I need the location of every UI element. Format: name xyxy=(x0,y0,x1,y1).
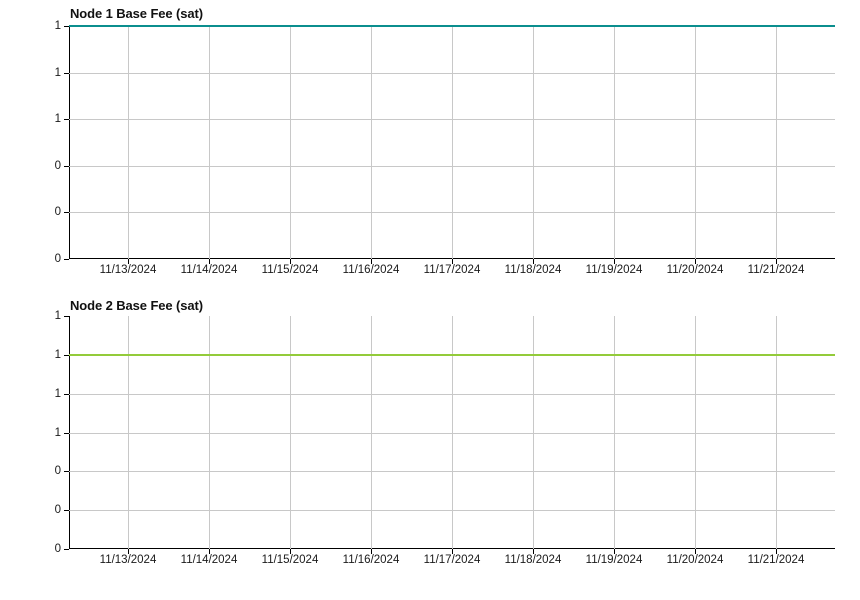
y-axis-tick xyxy=(64,393,69,395)
x-axis-tick-label-node-2-3: 11/16/2024 xyxy=(342,554,400,566)
data-series-line-node-2 xyxy=(69,353,835,356)
chart-title-node-1: Node 1 Base Fee (sat) xyxy=(70,6,204,21)
x-axis-tick-label-node-1-6: 11/19/2024 xyxy=(585,264,643,276)
x-axis-tick xyxy=(695,549,696,554)
y-axis-tick xyxy=(64,212,69,214)
gridline-vertical xyxy=(776,316,777,549)
x-axis-tick xyxy=(776,259,777,264)
x-axis-tick-label-node-2-1: 11/14/2024 xyxy=(180,554,238,566)
y-axis-line-node-1 xyxy=(69,26,70,259)
gridline-vertical xyxy=(533,316,534,549)
gridline-vertical xyxy=(452,26,453,259)
gridline-vertical xyxy=(533,26,534,259)
gridline-vertical xyxy=(452,316,453,549)
x-axis-tick-label-node-1-5: 11/18/2024 xyxy=(504,264,562,276)
x-axis-tick xyxy=(128,259,129,264)
y-axis-tick xyxy=(64,471,69,473)
y-axis-tick-label-node-2-0: 1 xyxy=(54,310,61,322)
gridline-vertical xyxy=(290,316,291,549)
y-axis-tick xyxy=(64,259,69,260)
y-axis-tick-label-node-2-2: 1 xyxy=(54,387,61,400)
y-axis-tick-label-node-2-1: 1 xyxy=(54,348,61,361)
x-axis-tick xyxy=(452,549,453,554)
y-axis-tick xyxy=(64,549,69,550)
y-axis-tick xyxy=(64,119,69,121)
y-axis-tick-label-node-1-0: 1 xyxy=(54,20,61,32)
y-axis-tick xyxy=(64,72,69,74)
x-axis-tick xyxy=(614,259,615,264)
y-axis-tick xyxy=(64,165,69,167)
x-axis-tick xyxy=(371,259,372,264)
gridline-vertical xyxy=(614,316,615,549)
x-axis-tick xyxy=(209,549,210,554)
gridline-vertical xyxy=(776,26,777,259)
y-axis-tick-label-node-2-6: 0 xyxy=(54,543,61,555)
gridline-vertical xyxy=(695,316,696,549)
chart-panel-node-1: Node 1 Base Fee (sat) 1 1 1 0 0 0 11/13/2024 11… xyxy=(0,0,860,290)
x-axis-tick xyxy=(209,259,210,264)
x-axis-tick-label-node-2-4: 11/17/2024 xyxy=(423,554,481,566)
x-axis-tick xyxy=(695,259,696,264)
gridline-vertical xyxy=(128,26,129,259)
x-axis-tick xyxy=(533,259,534,264)
gridline-vertical xyxy=(695,26,696,259)
x-axis-tick-label-node-2-0: 11/13/2024 xyxy=(99,554,157,566)
x-axis-tick-label-node-1-4: 11/17/2024 xyxy=(423,264,481,276)
x-axis-tick-label-node-1-3: 11/16/2024 xyxy=(342,264,400,276)
x-axis-tick-label-node-1-8: 11/21/2024 xyxy=(747,264,805,276)
x-axis-tick xyxy=(776,549,777,554)
plot-area-node-2: 1 1 1 1 0 0 0 11/13/2024 11/14/2024 11/15/2024 11/… xyxy=(55,310,835,566)
x-axis-tick-label-node-1-7: 11/20/2024 xyxy=(666,264,724,276)
y-axis-tick xyxy=(64,26,69,27)
data-series-line-node-1 xyxy=(69,25,835,27)
x-axis-tick-label-node-2-2: 11/15/2024 xyxy=(261,554,319,566)
y-axis-tick-label-node-2-5: 0 xyxy=(54,504,61,517)
x-axis-tick-label-node-2-7: 11/20/2024 xyxy=(666,554,724,566)
y-axis-tick-label-node-1-2: 1 xyxy=(54,113,61,126)
gridline-vertical xyxy=(209,316,210,549)
y-axis-tick xyxy=(64,354,69,356)
y-axis-tick xyxy=(64,316,69,317)
y-axis-tick-label-node-1-4: 0 xyxy=(54,206,61,219)
x-axis-tick xyxy=(452,259,453,264)
chart-title-node-2: Node 2 Base Fee (sat) xyxy=(70,298,204,313)
x-axis-tick xyxy=(533,549,534,554)
y-axis-tick-label-node-1-1: 1 xyxy=(54,66,61,79)
x-axis-tick-label-node-1-2: 11/15/2024 xyxy=(261,264,319,276)
x-axis-tick xyxy=(614,549,615,554)
y-axis-tick-label-node-2-3: 1 xyxy=(54,426,61,439)
y-axis-tick-label-node-1-5: 0 xyxy=(54,253,61,265)
x-axis-tick-label-node-1-0: 11/13/2024 xyxy=(99,264,157,276)
gridline-vertical xyxy=(371,316,372,549)
x-axis-tick-label-node-1-1: 11/14/2024 xyxy=(180,264,238,276)
x-axis-tick-label-node-2-5: 11/18/2024 xyxy=(504,554,562,566)
y-axis-tick-label-node-1-3: 0 xyxy=(54,159,61,172)
gridline-vertical xyxy=(290,26,291,259)
gridline-vertical xyxy=(371,26,372,259)
plot-area-node-1: 1 1 1 0 0 0 11/13/2024 11/14/2024 11/15/2024 11/1… xyxy=(55,20,835,276)
x-axis-tick xyxy=(290,259,291,264)
x-axis-tick-label-node-2-8: 11/21/2024 xyxy=(747,554,805,566)
gridline-vertical xyxy=(209,26,210,259)
gridline-vertical xyxy=(614,26,615,259)
x-axis-tick-label-node-2-6: 11/19/2024 xyxy=(585,554,643,566)
y-axis-tick-label-node-2-4: 0 xyxy=(54,465,61,478)
x-axis-tick xyxy=(290,549,291,554)
x-axis-tick xyxy=(128,549,129,554)
chart-panel-node-2: Node 2 Base Fee (sat) 1 1 1 1 0 0 0 11/13/2024 1… xyxy=(0,290,860,600)
x-axis-tick xyxy=(371,549,372,554)
y-axis-tick xyxy=(64,510,69,512)
gridline-vertical xyxy=(128,316,129,549)
y-axis-tick xyxy=(64,432,69,434)
